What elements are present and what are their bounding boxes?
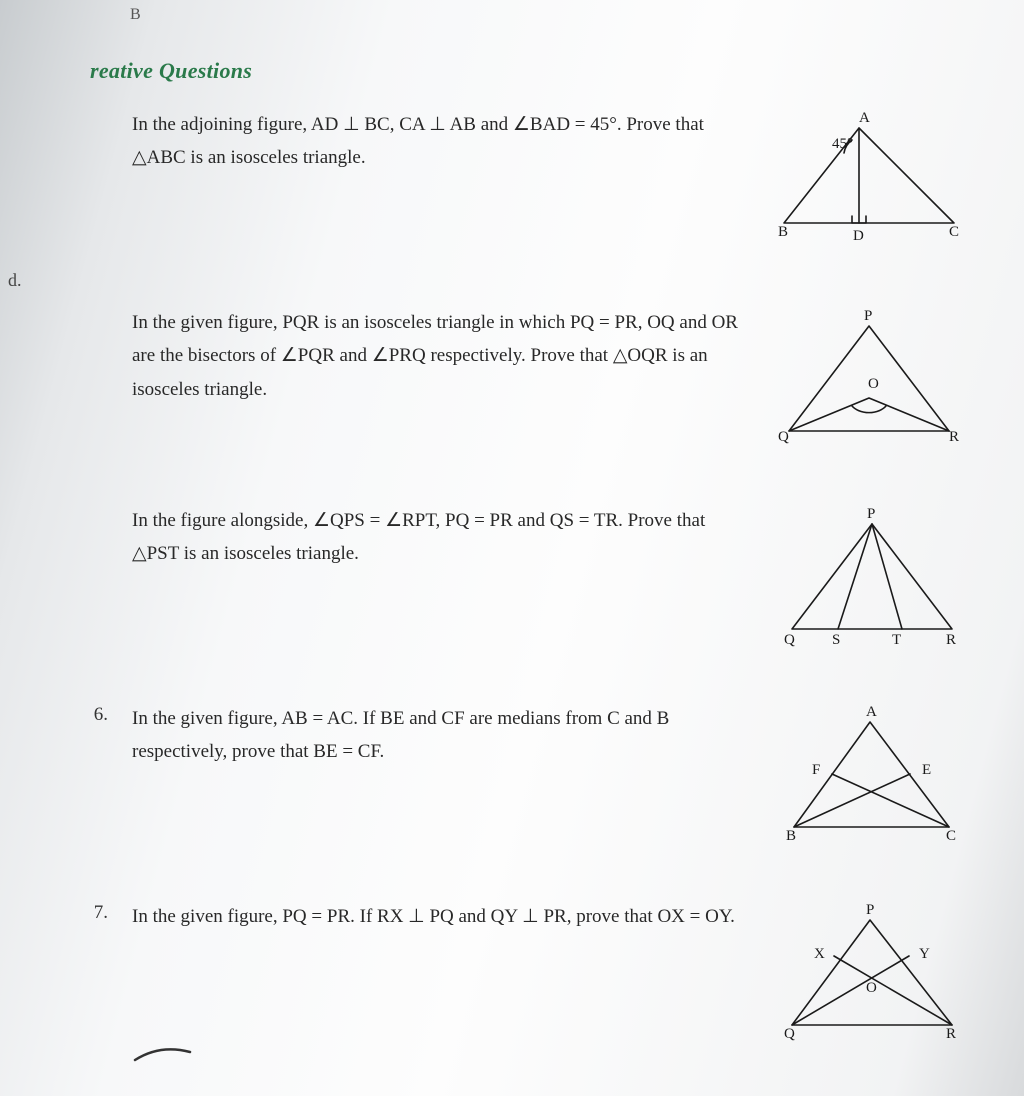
svg-text:Q: Q (784, 632, 795, 648)
question-figure: P O Q R (774, 306, 964, 456)
page-container: B reative Questions In the adjoining fig… (0, 0, 1024, 1096)
svg-text:T: T (892, 632, 901, 648)
question-text: In the figure alongside, ∠QPS = ∠RPT, PQ… (132, 504, 750, 571)
svg-text:P: P (864, 308, 872, 324)
question-text: In the given figure, PQR is an isosceles… (132, 306, 750, 406)
questions-list: In the adjoining figure, AD ⊥ BC, CA ⊥ A… (80, 108, 964, 1050)
svg-text:Q: Q (778, 429, 789, 445)
svg-text:A: A (859, 110, 870, 126)
svg-text:R: R (946, 632, 956, 648)
svg-text:Q: Q (784, 1026, 795, 1042)
question-figure: A 45° B D C (774, 108, 964, 258)
svg-text:R: R (949, 429, 959, 445)
partial-top-label: B (130, 6, 141, 24)
svg-text:C: C (949, 224, 959, 240)
question-text: In the given figure, AB = AC. If BE and … (132, 702, 750, 769)
section-title: reative Questions (90, 58, 964, 84)
svg-text:O: O (866, 980, 877, 996)
question-figure: P Q S T R (774, 504, 964, 654)
svg-text:P: P (867, 506, 875, 522)
question-figure: P X Y O Q R (774, 900, 964, 1050)
svg-text:F: F (812, 762, 820, 778)
question-row: In the figure alongside, ∠QPS = ∠RPT, PQ… (80, 504, 964, 654)
svg-text:B: B (778, 224, 788, 240)
question-row: 7. In the given figure, PQ = PR. If RX ⊥ … (80, 900, 964, 1050)
svg-text:A: A (866, 704, 877, 720)
scribble-mark (130, 1038, 200, 1068)
svg-text:X: X (814, 946, 825, 962)
question-number (80, 108, 108, 110)
svg-text:S: S (832, 632, 840, 648)
question-number (80, 504, 108, 506)
margin-mark-d: d. (8, 270, 22, 291)
svg-text:R: R (946, 1026, 956, 1042)
svg-text:E: E (922, 762, 931, 778)
question-row: 6. In the given figure, AB = AC. If BE an… (80, 702, 964, 852)
question-number: 7. (80, 900, 108, 924)
svg-text:C: C (946, 828, 956, 844)
svg-text:Y: Y (919, 946, 930, 962)
svg-text:45°: 45° (832, 136, 853, 152)
svg-text:D: D (853, 228, 864, 244)
question-text: In the given figure, PQ = PR. If RX ⊥ PQ… (132, 900, 750, 933)
svg-text:O: O (868, 376, 879, 392)
question-figure: A F E B C (774, 702, 964, 852)
question-number (80, 306, 108, 308)
question-number: 6. (80, 702, 108, 726)
question-text: In the adjoining figure, AD ⊥ BC, CA ⊥ A… (132, 108, 750, 175)
svg-text:B: B (786, 828, 796, 844)
question-row: In the adjoining figure, AD ⊥ BC, CA ⊥ A… (80, 108, 964, 258)
question-row: In the given figure, PQR is an isosceles… (80, 306, 964, 456)
svg-text:P: P (866, 902, 874, 918)
